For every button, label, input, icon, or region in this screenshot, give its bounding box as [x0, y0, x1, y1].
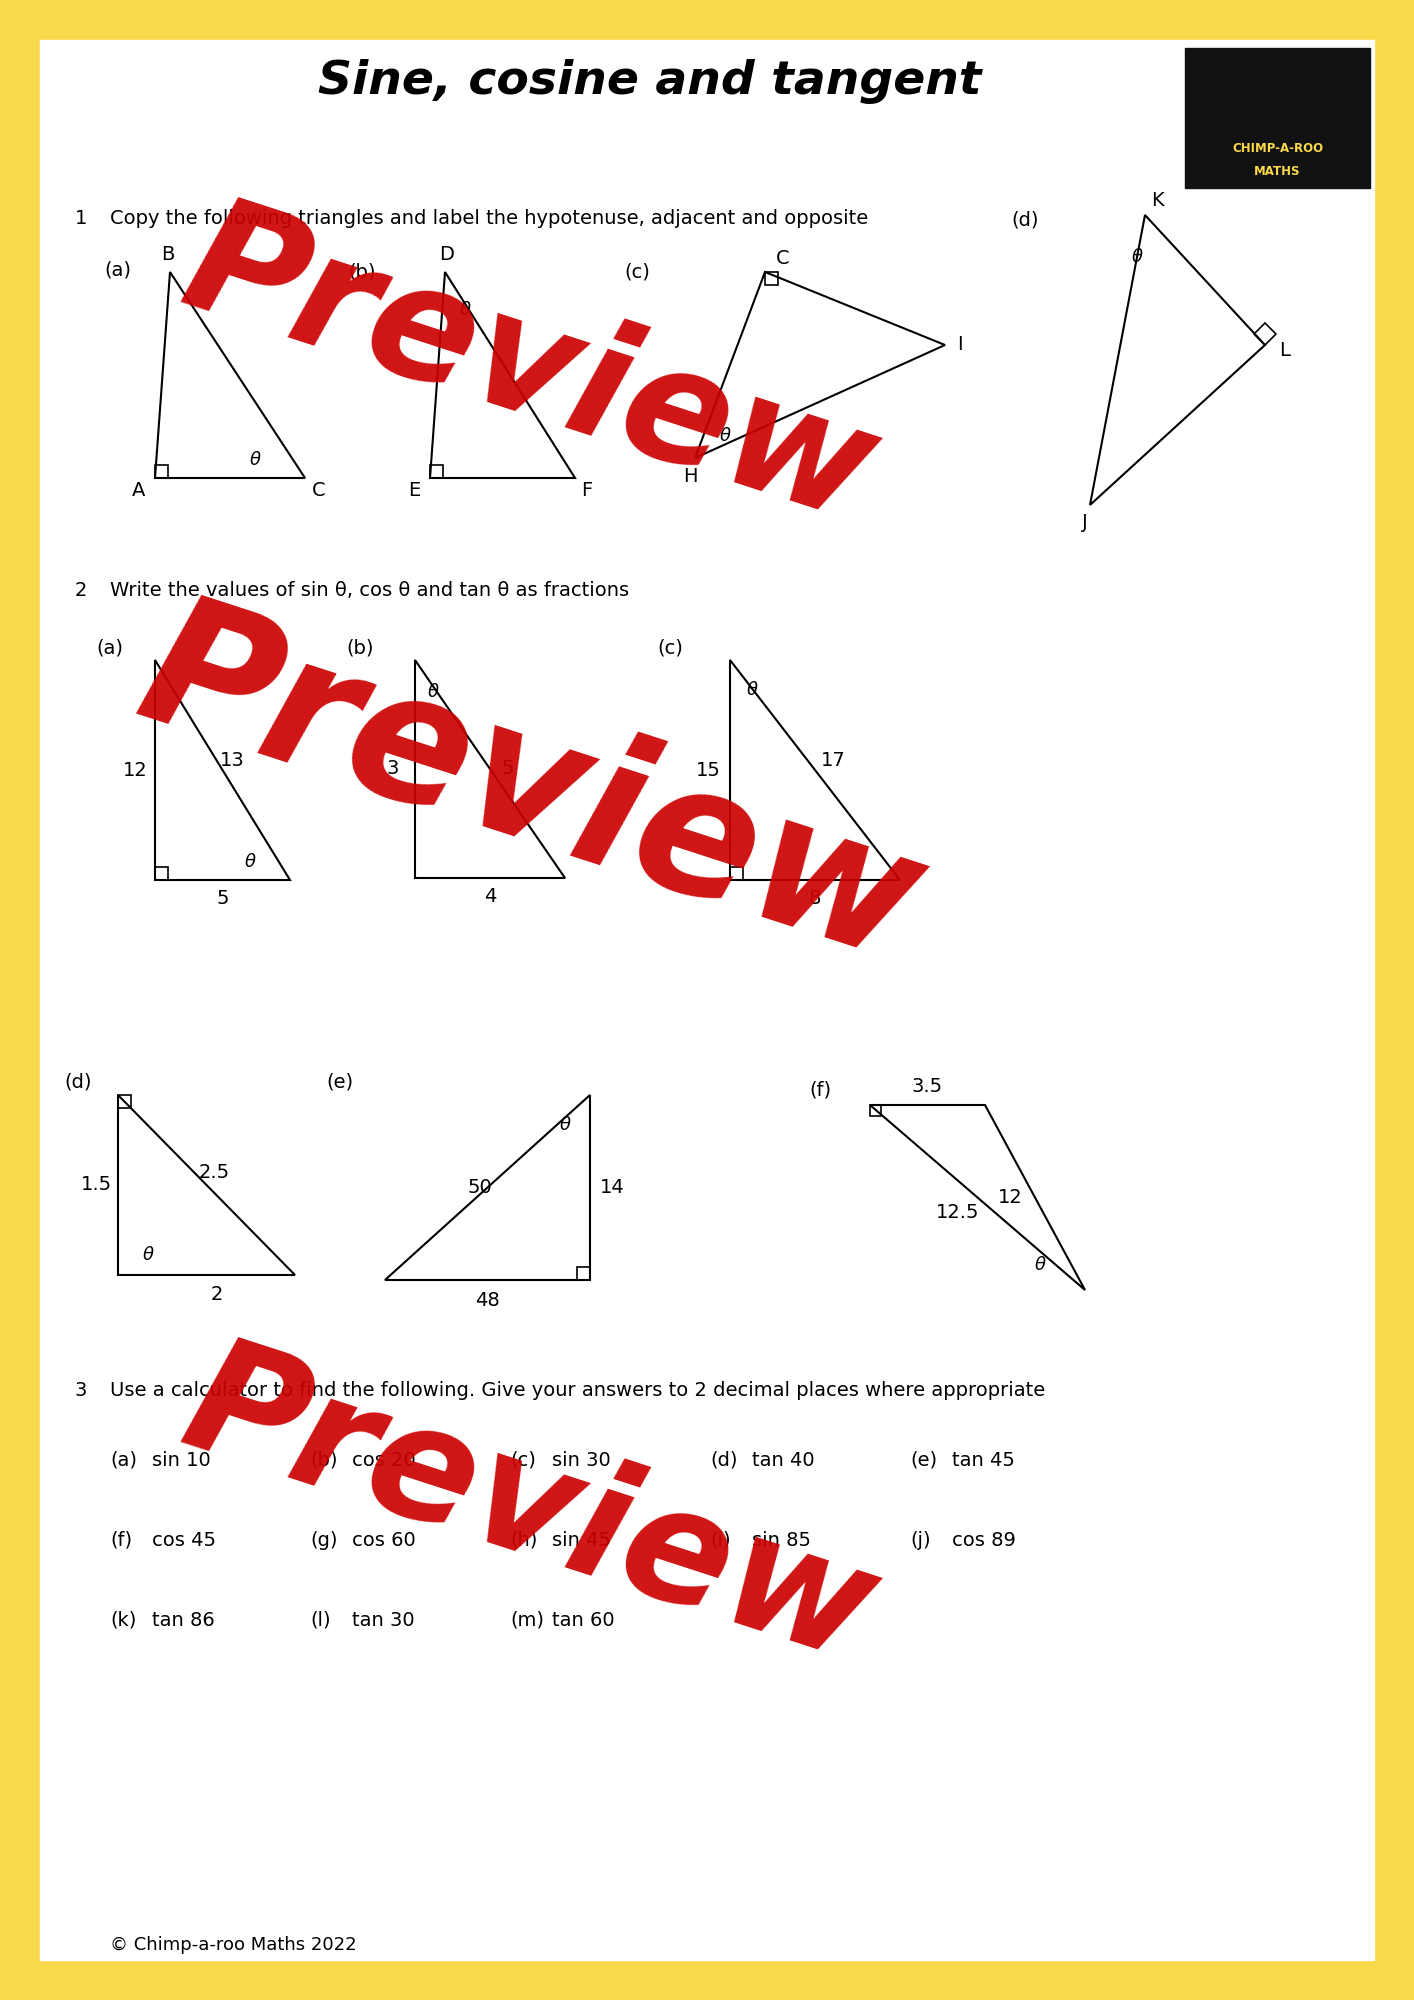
Text: tan 30: tan 30	[352, 1610, 414, 1630]
Text: Write the values of sin θ, cos θ and tan θ as fractions: Write the values of sin θ, cos θ and tan…	[110, 580, 629, 600]
Text: (j): (j)	[911, 1530, 930, 1550]
Text: 13: 13	[221, 750, 245, 770]
Text: (d): (d)	[1011, 210, 1039, 230]
Text: tan 60: tan 60	[551, 1610, 615, 1630]
Text: $\theta$: $\theta$	[1034, 1256, 1046, 1274]
Text: © Chimp-a-roo Maths 2022: © Chimp-a-roo Maths 2022	[110, 1936, 356, 1954]
Text: E: E	[407, 480, 420, 500]
Text: Preview: Preview	[167, 1326, 894, 1694]
Text: (k): (k)	[110, 1610, 136, 1630]
Bar	[1185, 48, 1370, 188]
Text: $\theta$: $\theta$	[427, 684, 440, 702]
Text: D: D	[440, 244, 454, 264]
Text: F: F	[581, 480, 592, 500]
Text: (c): (c)	[624, 262, 650, 282]
Text: 4: 4	[484, 886, 496, 906]
Text: Use a calculator to find the following. Give your answers to 2 decimal places wh: Use a calculator to find the following. …	[110, 1380, 1045, 1400]
Text: 15: 15	[696, 760, 721, 780]
Text: cos 89: cos 89	[952, 1530, 1015, 1550]
Text: 8: 8	[809, 888, 822, 908]
Text: (i): (i)	[710, 1530, 731, 1550]
Text: 48: 48	[475, 1290, 501, 1310]
Text: tan 86: tan 86	[151, 1610, 215, 1630]
Text: (a): (a)	[110, 1450, 137, 1470]
Text: (c): (c)	[658, 638, 683, 658]
Text: (m): (m)	[510, 1610, 544, 1630]
Text: 5: 5	[216, 888, 229, 908]
Text: (f): (f)	[110, 1530, 132, 1550]
Text: (d): (d)	[64, 1072, 92, 1092]
Text: $\theta$: $\theta$	[745, 680, 758, 700]
Text: (b): (b)	[346, 638, 373, 658]
Text: $\theta$: $\theta$	[559, 1116, 571, 1134]
Text: (h): (h)	[510, 1530, 537, 1550]
Text: tan 40: tan 40	[752, 1450, 814, 1470]
Text: cos 45: cos 45	[151, 1530, 216, 1550]
Text: 2: 2	[75, 580, 88, 600]
Text: $\theta$: $\theta$	[243, 852, 256, 872]
Text: sin 45: sin 45	[551, 1530, 611, 1550]
Text: 3: 3	[387, 760, 399, 778]
Text: 50: 50	[467, 1178, 492, 1196]
Text: sin 30: sin 30	[551, 1450, 611, 1470]
Text: 14: 14	[600, 1178, 625, 1196]
Text: sin 85: sin 85	[752, 1530, 812, 1550]
Text: $\theta$: $\theta$	[458, 300, 471, 318]
Text: C: C	[776, 248, 790, 268]
Text: 12: 12	[123, 760, 147, 780]
Text: I: I	[957, 336, 963, 354]
Text: $\theta$: $\theta$	[249, 452, 262, 468]
Text: CHIMP-A-ROO: CHIMP-A-ROO	[1232, 142, 1324, 156]
Text: (b): (b)	[348, 262, 376, 282]
Text: Copy the following triangles and label the hypotenuse, adjacent and opposite: Copy the following triangles and label t…	[110, 208, 868, 228]
Text: K: K	[1151, 192, 1164, 210]
Text: 1.5: 1.5	[81, 1176, 112, 1194]
Text: L: L	[1280, 340, 1291, 360]
Text: 2.5: 2.5	[199, 1164, 230, 1182]
Text: Sine, cosine and tangent: Sine, cosine and tangent	[318, 60, 981, 104]
Text: A: A	[133, 480, 146, 500]
Text: (l): (l)	[310, 1610, 331, 1630]
Text: (e): (e)	[327, 1072, 354, 1092]
Text: cos 20: cos 20	[352, 1450, 416, 1470]
Text: (b): (b)	[310, 1450, 338, 1470]
Text: B: B	[161, 244, 175, 264]
Text: $\theta$: $\theta$	[141, 1246, 154, 1264]
Text: (e): (e)	[911, 1450, 937, 1470]
Text: MATHS: MATHS	[1254, 164, 1301, 178]
Text: C: C	[312, 480, 325, 500]
Text: (a): (a)	[105, 260, 132, 280]
Text: Preview: Preview	[167, 186, 894, 554]
Text: 12: 12	[998, 1188, 1022, 1206]
Text: (a): (a)	[96, 638, 123, 658]
Text: cos 60: cos 60	[352, 1530, 416, 1550]
Text: (c): (c)	[510, 1450, 536, 1470]
Text: J: J	[1082, 514, 1087, 532]
Text: 12.5: 12.5	[936, 1202, 980, 1222]
Text: $\theta$: $\theta$	[718, 428, 731, 446]
Text: Preview: Preview	[119, 582, 940, 998]
Text: 17: 17	[820, 750, 846, 770]
Text: 5: 5	[502, 760, 515, 778]
Text: 2: 2	[211, 1286, 222, 1304]
Text: 1: 1	[75, 208, 88, 228]
Text: $\theta$: $\theta$	[1131, 248, 1144, 266]
Text: (g): (g)	[310, 1530, 338, 1550]
Text: sin 10: sin 10	[151, 1450, 211, 1470]
Text: (f): (f)	[809, 1080, 831, 1100]
Text: (d): (d)	[710, 1450, 738, 1470]
Text: 3.5: 3.5	[912, 1078, 943, 1096]
Text: H: H	[683, 466, 697, 486]
Text: 3: 3	[75, 1380, 88, 1400]
Text: tan 45: tan 45	[952, 1450, 1015, 1470]
